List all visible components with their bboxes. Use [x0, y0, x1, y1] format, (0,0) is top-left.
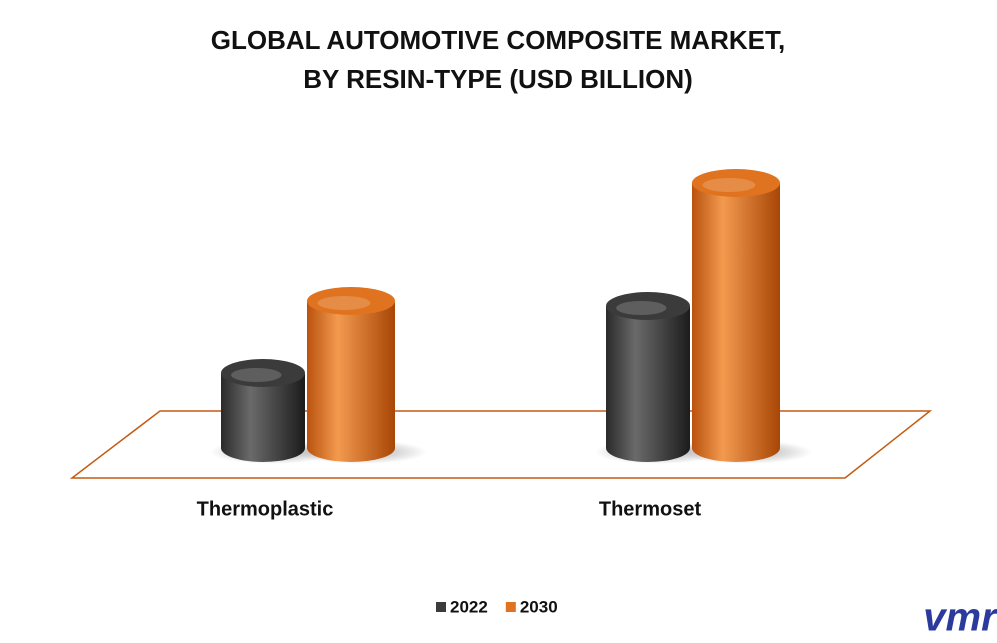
cylinder-highlight — [702, 178, 756, 192]
x-tick-label: Thermoset — [599, 498, 702, 520]
floor — [69, 410, 933, 479]
cylinder-body — [692, 183, 780, 448]
x-tick-label: Thermoplastic — [197, 498, 334, 520]
logo: vmr — [923, 596, 997, 640]
legend-swatch — [505, 602, 516, 612]
cylinder-top — [692, 169, 780, 197]
chart-title: BY RESIN-TYPE (USD BILLION) — [303, 64, 693, 94]
cylinder-highlight — [231, 368, 282, 382]
cylinder-body — [606, 306, 690, 448]
legend-swatch — [436, 602, 446, 612]
cylinder-top — [307, 287, 395, 315]
cylinder-top — [221, 359, 305, 387]
cylinder-top — [606, 292, 690, 320]
cylinder-highlight — [616, 301, 667, 315]
cylinder-highlight — [317, 296, 371, 310]
cylinder — [295, 287, 427, 464]
cylinder — [680, 169, 812, 464]
chart-title: GLOBAL AUTOMOTIVE COMPOSITE MARKET, — [211, 25, 785, 55]
legend-label: 2022 — [450, 597, 488, 616]
legend-label: 2030 — [520, 597, 558, 616]
cylinder-body — [307, 301, 395, 448]
